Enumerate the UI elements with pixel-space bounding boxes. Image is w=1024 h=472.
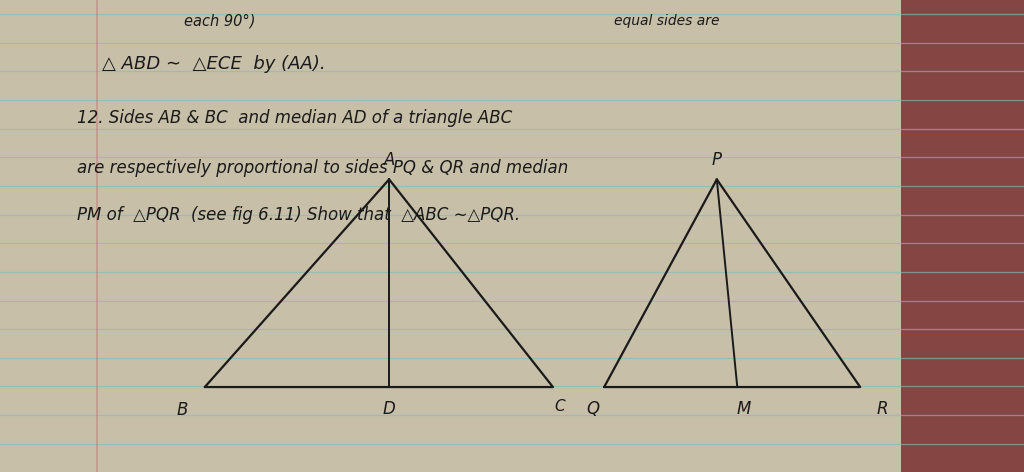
Text: M: M — [737, 400, 752, 418]
Text: A: A — [383, 151, 395, 169]
Text: R: R — [877, 400, 889, 418]
Text: P: P — [712, 151, 722, 169]
Text: 12. Sides AB & BC  and median AD of a triangle ABC: 12. Sides AB & BC and median AD of a tri… — [77, 109, 512, 127]
Text: equal sides are: equal sides are — [614, 14, 720, 28]
Text: D: D — [383, 400, 395, 418]
Text: Q: Q — [587, 400, 599, 418]
Text: △ ABD ∼  △ECE  by (AA).: △ ABD ∼ △ECE by (AA). — [102, 55, 326, 73]
Text: B: B — [176, 401, 188, 419]
Text: PM of  △PQR  (see fig 6.11) Show that  △ABC ∼△PQR.: PM of △PQR (see fig 6.11) Show that △ABC… — [77, 206, 520, 224]
Text: are respectively proportional to sides PQ & QR and median: are respectively proportional to sides P… — [77, 159, 568, 177]
Bar — [901, 0, 1024, 472]
Text: each 90°): each 90°) — [184, 14, 256, 29]
Text: C: C — [554, 399, 565, 414]
